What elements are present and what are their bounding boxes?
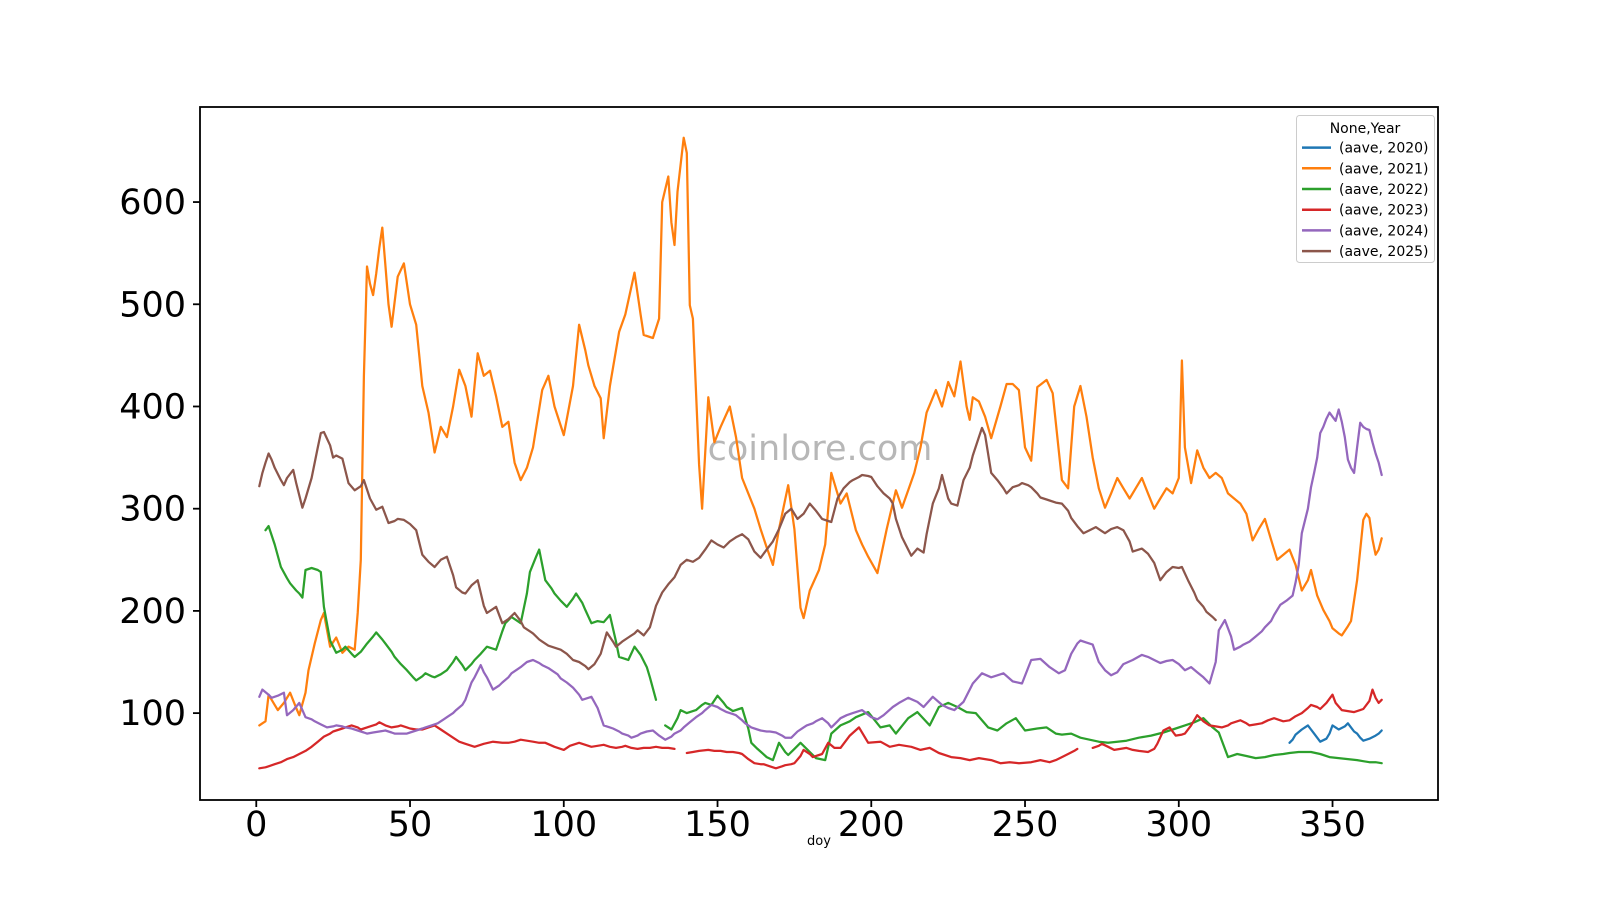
y-tick-label: 300 — [119, 490, 186, 530]
legend: None,Year (aave, 2020)(aave, 2021)(aave,… — [1296, 115, 1435, 263]
axes: 0 50 100 150 200 250 300 350 100 200 300 400 500 600 — [119, 106, 1439, 845]
legend-label-2022: (aave, 2022) — [1339, 182, 1429, 198]
legend-label-2020: (aave, 2020) — [1339, 141, 1429, 157]
x-tick-label: 200 — [838, 805, 905, 845]
legend-label-2024: (aave, 2024) — [1339, 223, 1429, 239]
series-line-2025 — [258, 426, 1217, 671]
legend-label-2025: (aave, 2025) — [1339, 244, 1429, 260]
series-line-2023 — [1091, 688, 1383, 754]
plot-border — [199, 106, 1439, 801]
watermark: coinlore.com — [708, 429, 933, 469]
x-tick-label: 250 — [992, 805, 1059, 845]
series-lines — [258, 136, 1383, 770]
legend-entries: (aave, 2020) (aave, 2021) (aave, 2022) (aav… — [1302, 141, 1429, 260]
y-tick-label: 100 — [119, 694, 186, 734]
legend-box — [1296, 115, 1435, 263]
y-tick-label: 200 — [119, 592, 186, 632]
x-tick-label: 350 — [1299, 805, 1366, 845]
series-line-2023 — [685, 726, 1079, 770]
series-line-2022 — [664, 694, 1383, 765]
y-tick-label: 500 — [119, 285, 186, 325]
series-line-2023 — [258, 721, 676, 770]
series-line-2021 — [258, 136, 1383, 727]
series-line-2022 — [264, 524, 658, 701]
y-tick-label: 400 — [119, 387, 186, 427]
x-tick-label: 0 — [245, 805, 267, 845]
x-axis-title: doy — [807, 834, 831, 849]
legend-label-2021: (aave, 2021) — [1339, 161, 1429, 177]
series-line-2024 — [258, 408, 1383, 741]
y-tick-label: 600 — [119, 183, 186, 223]
x-tick-label: 100 — [530, 805, 597, 845]
legend-label-2023: (aave, 2023) — [1339, 203, 1429, 219]
series-line-2020 — [1288, 722, 1383, 744]
x-tick-label: 50 — [388, 805, 433, 845]
x-tick-label: 300 — [1145, 805, 1212, 845]
x-tick-label: 150 — [684, 805, 751, 845]
legend-title: None,Year — [1330, 121, 1401, 137]
